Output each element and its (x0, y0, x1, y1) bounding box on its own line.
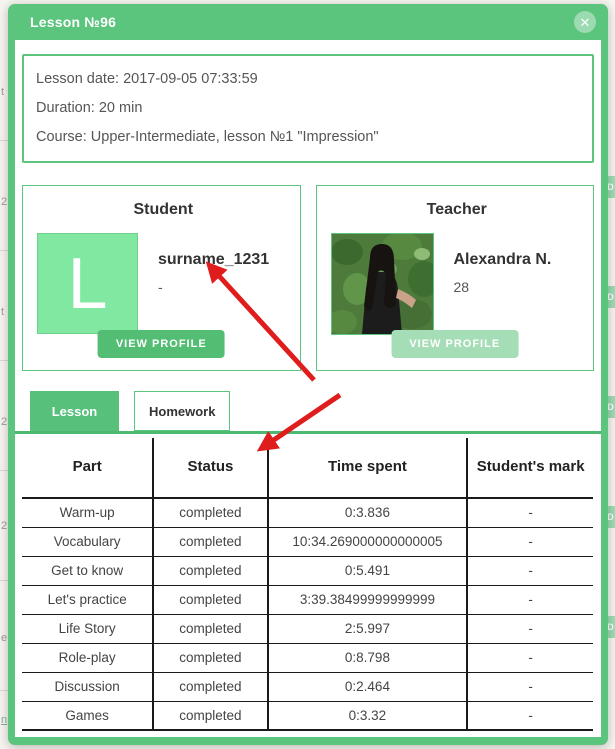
teacher-card-row: Alexandra N. 28 (330, 233, 584, 335)
teacher-age: 28 (453, 279, 470, 295)
table-cell: Vocabulary (22, 527, 154, 557)
table-cell: Games (22, 701, 154, 731)
table-cell: completed (152, 672, 268, 702)
table-cell: completed (152, 556, 268, 586)
background-text-fragment: t (1, 86, 5, 98)
lesson-table-body: Warm-up completed 0:3.836- Vocabulary comple… (22, 498, 593, 731)
table-cell: 10:34.269000000000005 (266, 527, 468, 557)
table-cell: - (466, 643, 593, 673)
background-button-fragment: D (606, 396, 615, 418)
background-page-right: D D D D D (605, 0, 615, 749)
background-page-left: t 2 t 2 2 e n (0, 0, 10, 749)
table-cell: 2:5.997 (266, 614, 468, 644)
teacher-photo-image (331, 234, 433, 334)
table-cell: 0:2.464 (266, 672, 468, 702)
table-row: Let's practice completed 3:39.384999999999… (22, 585, 593, 615)
modal-title: Lesson №96 (30, 14, 117, 30)
background-text-fragment: 2 (1, 416, 8, 428)
table-cell: 0:3.836 (266, 498, 468, 528)
background-button-fragment: D (606, 176, 615, 198)
lesson-course-text: Course: Upper-Intermediate, lesson №1 "I… (36, 129, 379, 145)
teacher-name: Alexandra N. (453, 251, 552, 268)
table-row: Discussion completed 0:2.464- (22, 672, 593, 702)
table-cell: - (466, 614, 593, 644)
table-row: Life Story completed 2:5.997- (22, 614, 593, 644)
student-avatar: L (37, 233, 138, 334)
close-icon[interactable]: ✕ (574, 11, 596, 33)
table-row: Warm-up completed 0:3.836- (22, 498, 593, 528)
background-text-fragment: 2 (1, 196, 8, 208)
lesson-date-text: Lesson date: 2017-09-05 07:33:59 (36, 71, 258, 87)
table-cell: Get to know (22, 556, 154, 586)
background-text-fragment: 2 (1, 520, 8, 532)
table-cell: Warm-up (22, 498, 154, 528)
teacher-photo (330, 233, 434, 335)
background-button-fragment: D (606, 286, 615, 308)
student-view-profile-button[interactable]: VIEW PROFILE (97, 330, 225, 358)
table-cell: - (466, 498, 593, 528)
table-cell: completed (152, 527, 268, 557)
student-card-text: surname_1231 - (158, 233, 269, 295)
student-name: surname_1231 (158, 251, 270, 268)
teacher-card-title: Teacher (426, 201, 487, 218)
teacher-card: Teacher (315, 185, 594, 371)
student-card-row: L surname_1231 - (37, 233, 290, 334)
background-text-fragment: t (1, 306, 5, 318)
teacher-view-profile-button[interactable]: VIEW PROFILE (391, 330, 519, 358)
table-cell: Life Story (22, 614, 154, 644)
table-cell: - (466, 672, 593, 702)
table-cell: 3:39.38499999999999 (266, 585, 468, 615)
lesson-parts-table: Part Status Time spent Student's mark Wa… (22, 438, 593, 731)
table-row: Vocabulary completed 10:34.269000000000005… (22, 527, 593, 557)
table-cell: - (466, 556, 593, 586)
table-cell: 0:3.32 (266, 701, 468, 731)
table-row: Get to know completed 0:5.491- (22, 556, 593, 586)
column-header-part: Part (22, 438, 154, 499)
table-cell: Let's practice (22, 585, 154, 615)
teacher-card-text: Alexandra N. 28 (454, 233, 552, 295)
table-cell: - (466, 585, 593, 615)
tab-lesson[interactable]: Lesson (30, 391, 119, 431)
table-cell: 0:5.491 (266, 556, 468, 586)
table-cell: completed (152, 701, 268, 731)
lesson-info-box: Lesson date: 2017-09-05 07:33:59 Duratio… (22, 54, 594, 163)
table-cell: Role-play (22, 643, 154, 673)
student-subtitle: - (158, 279, 163, 295)
column-header-status: Status (152, 438, 268, 499)
student-card: Student L surname_1231 - VIEW PROFILE (22, 185, 301, 371)
background-text-fragment: e (1, 632, 8, 644)
table-cell: Discussion (22, 672, 154, 702)
background-link-fragment: n (1, 714, 8, 726)
student-card-title: Student (133, 201, 194, 218)
modal-header: Lesson №96 ✕ (8, 4, 608, 40)
tab-homework[interactable]: Homework (134, 391, 231, 431)
participant-cards: Student L surname_1231 - VIEW PROFILE Te… (22, 185, 594, 371)
table-cell: - (466, 701, 593, 731)
table-cell: completed (152, 498, 268, 528)
column-header-time-spent: Time spent (266, 438, 468, 499)
lesson-modal: Lesson №96 ✕ Lesson date: 2017-09-05 07:… (8, 4, 608, 745)
table-cell: completed (152, 643, 268, 673)
column-header-students-mark: Student's mark (466, 438, 593, 499)
table-cell: - (466, 527, 593, 557)
background-button-fragment: D (606, 616, 615, 638)
table-row: Role-play completed 0:8.798- (22, 643, 593, 673)
tab-bar: Lesson Homework (30, 391, 601, 431)
table-header-row: Part Status Time spent Student's mark (22, 438, 593, 499)
lesson-duration-text: Duration: 20 min (36, 100, 143, 116)
table-row: Games completed 0:3.32- (22, 701, 593, 731)
table-cell: completed (152, 614, 268, 644)
table-cell: 0:8.798 (266, 643, 468, 673)
table-cell: completed (152, 585, 268, 615)
modal-body: Lesson date: 2017-09-05 07:33:59 Duratio… (15, 40, 601, 737)
background-button-fragment: D (606, 506, 615, 528)
tab-divider (15, 431, 601, 434)
student-avatar-letter: L (67, 243, 108, 324)
